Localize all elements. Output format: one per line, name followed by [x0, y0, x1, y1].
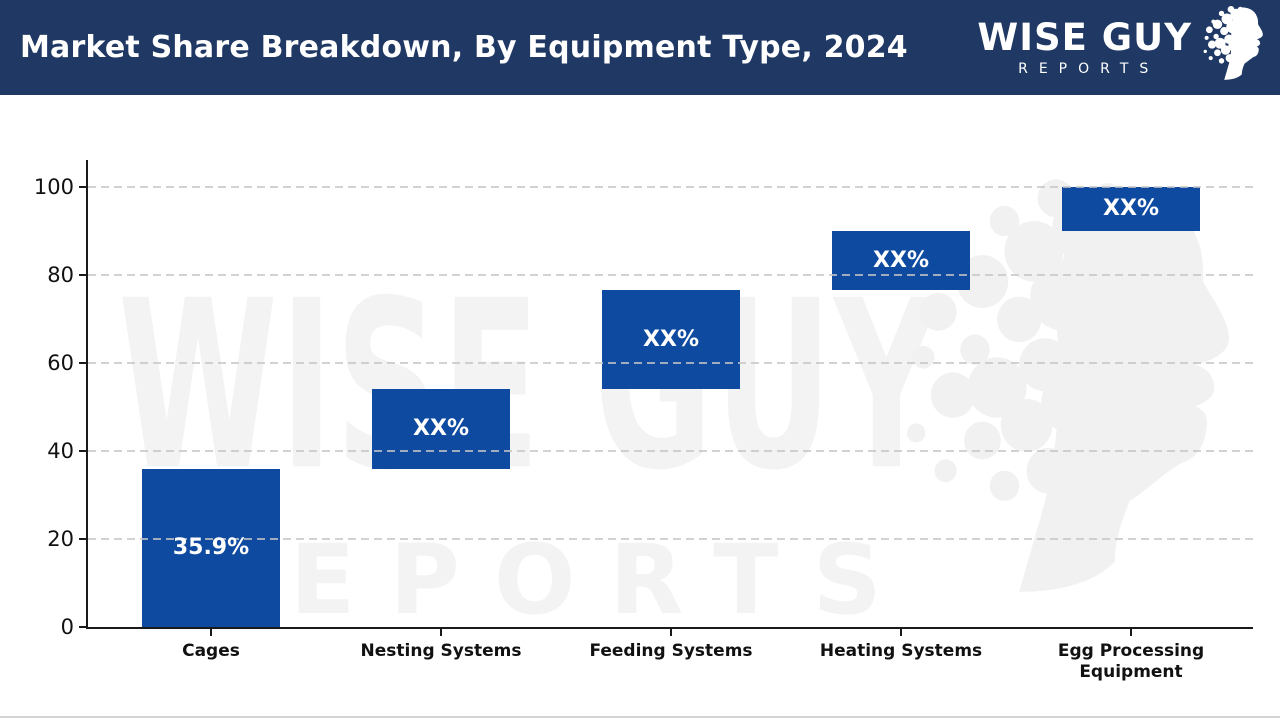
gridline — [88, 450, 1253, 452]
bar-value-label: XX% — [873, 247, 929, 273]
header: Market Share Breakdown, By Equipment Typ… — [0, 0, 1280, 95]
brand-logo-text: WISE GUY REPORTS — [977, 19, 1192, 77]
x-axis-spine — [86, 627, 1253, 629]
y-tick-label: 20 — [47, 527, 74, 551]
bar — [832, 231, 970, 291]
y-tick-mark — [79, 274, 86, 276]
watermark-head-profile-icon — [906, 179, 1229, 592]
x-tick-mark — [440, 629, 442, 636]
brand-logo: WISE GUY REPORTS — [977, 4, 1266, 92]
y-tick-label: 100 — [33, 175, 74, 199]
x-tick-mark — [210, 629, 212, 636]
y-tick-mark — [79, 450, 86, 452]
x-tick-mark — [670, 629, 672, 636]
y-tick-label: 0 — [60, 615, 74, 639]
y-tick-label: 80 — [47, 263, 74, 287]
gridline — [88, 186, 1253, 188]
gridline — [88, 274, 1253, 276]
bar-value-label: XX% — [643, 326, 699, 352]
x-tick-mark — [900, 629, 902, 636]
x-tick-label: Cages — [182, 641, 240, 661]
bar — [1062, 187, 1200, 231]
bar — [602, 290, 740, 390]
x-tick-mark — [1130, 629, 1132, 636]
y-tick-label: 60 — [47, 351, 74, 375]
gridline — [88, 362, 1253, 364]
y-tick-mark — [79, 626, 86, 628]
bottom-divider — [0, 716, 1280, 718]
y-tick-label: 40 — [47, 439, 74, 463]
y-tick-mark — [79, 362, 86, 364]
bar — [372, 389, 510, 470]
gridline — [88, 538, 1253, 540]
y-tick-mark — [79, 538, 86, 540]
watermark-subtitle-text: REPORTS — [182, 524, 916, 636]
brand-subtitle: REPORTS — [1018, 60, 1160, 77]
head-profile-dots-icon — [1203, 5, 1263, 80]
x-tick-label: Egg Processing Equipment — [1057, 641, 1205, 682]
y-tick-mark — [79, 186, 86, 188]
bar-value-label: XX% — [1103, 196, 1159, 221]
x-tick-label: Heating Systems — [819, 641, 983, 661]
y-axis-spine — [86, 160, 88, 629]
bar-value-label: 35.9% — [172, 535, 250, 561]
bar-value-label: XX% — [413, 416, 469, 442]
page-title: Market Share Breakdown, By Equipment Typ… — [20, 30, 908, 65]
brand-name: WISE GUY — [977, 15, 1192, 59]
x-tick-label: Nesting Systems — [360, 641, 522, 661]
bar — [142, 469, 280, 627]
x-tick-label: Feeding Systems — [589, 641, 753, 661]
